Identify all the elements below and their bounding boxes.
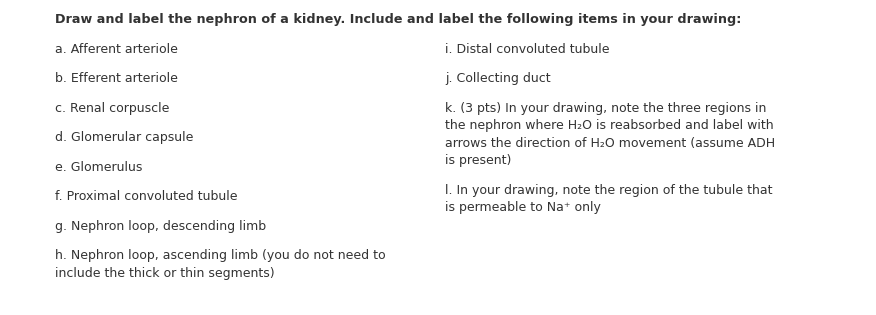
Text: b. Efferent arteriole: b. Efferent arteriole	[55, 72, 178, 85]
Text: e. Glomerulus: e. Glomerulus	[55, 161, 143, 174]
Text: f. Proximal convoluted tubule: f. Proximal convoluted tubule	[55, 191, 237, 203]
Text: is present): is present)	[445, 154, 512, 168]
Text: d. Glomerular capsule: d. Glomerular capsule	[55, 131, 194, 145]
Text: j. Collecting duct: j. Collecting duct	[445, 72, 551, 85]
Text: h. Nephron loop, ascending limb (you do not need to: h. Nephron loop, ascending limb (you do …	[55, 249, 385, 262]
Text: arrows the direction of H₂O movement (assume ADH: arrows the direction of H₂O movement (as…	[445, 137, 775, 150]
Text: l. In your drawing, note the region of the tubule that: l. In your drawing, note the region of t…	[445, 184, 773, 197]
Text: is permeable to Na⁺ only: is permeable to Na⁺ only	[445, 202, 601, 215]
Text: g. Nephron loop, descending limb: g. Nephron loop, descending limb	[55, 220, 266, 233]
Text: c. Renal corpuscle: c. Renal corpuscle	[55, 102, 169, 115]
Text: i. Distal convoluted tubule: i. Distal convoluted tubule	[445, 43, 610, 56]
Text: Draw and label the nephron of a kidney. Include and label the following items in: Draw and label the nephron of a kidney. …	[55, 13, 741, 26]
Text: include the thick or thin segments): include the thick or thin segments)	[55, 267, 274, 280]
Text: k. (3 pts) In your drawing, note the three regions in: k. (3 pts) In your drawing, note the thr…	[445, 102, 766, 115]
Text: the nephron where H₂O is reabsorbed and label with: the nephron where H₂O is reabsorbed and …	[445, 119, 774, 133]
Text: a. Afferent arteriole: a. Afferent arteriole	[55, 43, 178, 56]
